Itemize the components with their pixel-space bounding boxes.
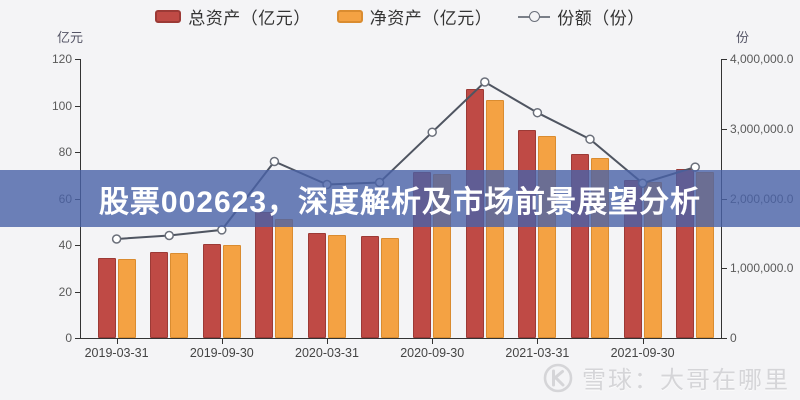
x-axis-line — [80, 338, 722, 339]
y-axis-right-tick-label: 1,000,000.0 — [730, 261, 794, 276]
x-axis-tick — [327, 339, 328, 344]
x-axis-tick-label: 2019-03-31 — [84, 346, 149, 360]
x-axis-tick — [116, 339, 118, 344]
x-axis-tick — [221, 339, 223, 344]
left-axis-title: 亿元 — [57, 30, 84, 45]
bar-net-assets-2019-09-30 — [222, 245, 241, 338]
y-axis-left-tick — [75, 245, 80, 246]
x-axis-tick-label: 2020-03-31 — [295, 346, 359, 360]
total-assets-swatch-icon — [155, 9, 182, 23]
y-axis-left-tick — [75, 291, 80, 293]
net-assets-swatch-icon — [336, 9, 363, 23]
bar-total-assets-2019-03-31 — [97, 257, 116, 338]
legend-item-total-assets[interactable]: 总资产（亿元） — [155, 4, 311, 29]
legend-item-net-assets[interactable]: 净资产（亿元） — [336, 4, 493, 29]
y-axis-left-tick — [75, 338, 80, 339]
x-axis-tick — [432, 339, 434, 344]
bar-net-assets-2019-03-31 — [117, 258, 136, 338]
legend-label-net-assets: 净资产（亿元） — [369, 8, 493, 28]
y-axis-left-tick-label: 120 — [51, 52, 72, 66]
bar-total-assets-2019-12-31 — [255, 212, 274, 338]
y-axis-right-tick-label: 3,000,000.0 — [730, 121, 794, 136]
legend-item-share[interactable]: 份额（份） — [518, 4, 645, 29]
x-axis-tick-label: 2021-09-30 — [610, 346, 675, 360]
y-axis-left-tick-label: 40 — [58, 238, 72, 252]
y-axis-right-tick — [722, 59, 727, 60]
y-axis-right-tick-label: 0 — [730, 331, 737, 345]
legend-label-total-assets: 总资产（亿元） — [188, 8, 311, 28]
x-axis-tick — [537, 339, 539, 344]
bar-net-assets-2019-06-30 — [170, 253, 189, 338]
bar-net-assets-2021-03-31 — [538, 135, 557, 338]
x-axis-tick-label: 2021-03-31 — [505, 346, 570, 360]
y-axis-left-tick-label: 0 — [65, 331, 72, 345]
legend-label-share: 份额（份） — [557, 8, 645, 28]
y-axis-left-tick-label: 100 — [51, 98, 72, 113]
banner-title: 股票002623，深度解析及市场前景展望分析 — [98, 185, 702, 219]
bar-total-assets-2020-06-30 — [360, 235, 379, 338]
x-axis-tick-label: 2020-09-30 — [400, 346, 465, 360]
share-line-symbol-icon — [518, 10, 551, 23]
bar-total-assets-2020-03-31 — [308, 233, 326, 338]
y-axis-left-tick — [75, 152, 80, 153]
watermark: 雪球：大哥在哪里 — [542, 360, 790, 395]
y-axis-right-tick — [722, 268, 727, 270]
bar-net-assets-2020-06-30 — [380, 238, 399, 338]
bar-total-assets-2019-09-30 — [202, 243, 221, 338]
y-axis-left-tick — [75, 105, 80, 107]
y-axis-right-tick — [722, 338, 727, 339]
bar-net-assets-2020-03-31 — [328, 234, 346, 338]
bar-total-assets-2019-06-30 — [150, 251, 169, 338]
chart-legend: 总资产（亿元） 净资产（亿元） 份额（份） — [0, 3, 800, 29]
right-axis-title: 份 — [736, 30, 750, 45]
bar-total-assets-2021-03-31 — [518, 129, 537, 338]
y-axis-right-tick-label: 4,000,000.0 — [730, 52, 794, 66]
y-axis-right-tick — [722, 128, 727, 130]
x-axis-tick — [642, 339, 644, 344]
y-axis-left-tick — [75, 59, 80, 60]
title-banner: 股票002623，深度解析及市场前景展望分析 — [0, 170, 800, 227]
bar-net-assets-2019-12-31 — [275, 219, 294, 338]
y-axis-left-tick-label: 80 — [58, 145, 72, 159]
y-axis-left-tick-label: 20 — [58, 284, 72, 299]
xueqiu-logo-icon — [543, 363, 573, 392]
x-axis-tick-label: 2019-09-30 — [189, 346, 254, 360]
watermark-text: 雪球：大哥在哪里 — [582, 367, 790, 394]
